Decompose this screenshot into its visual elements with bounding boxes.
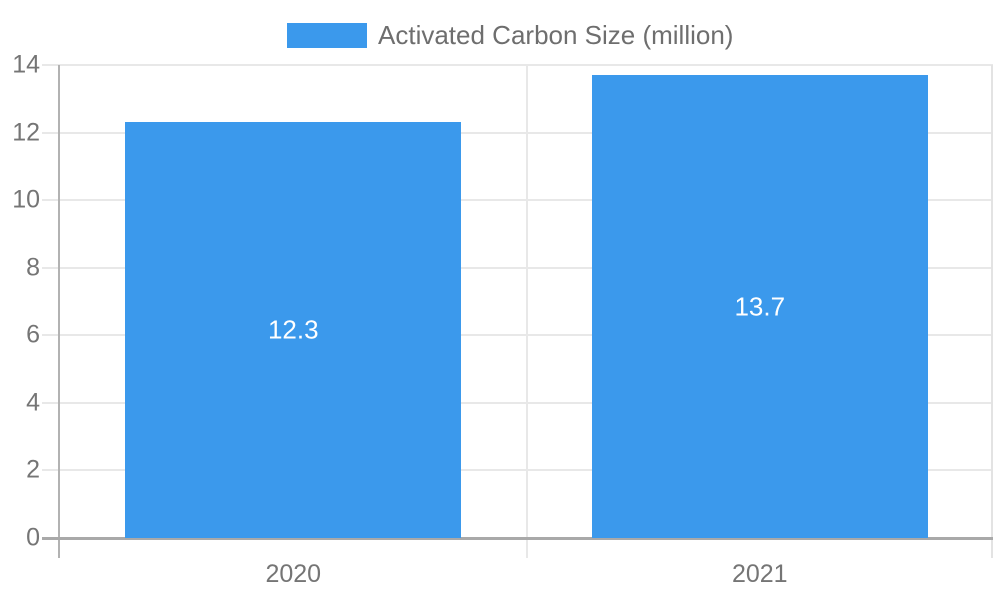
y-axis-label: 14	[12, 50, 40, 79]
y-axis-label: 0	[26, 523, 40, 552]
y-axis-label: 10	[12, 185, 40, 214]
bar[interactable]	[591, 75, 928, 538]
y-axis-label: 12	[12, 118, 40, 147]
x-axis-baseline	[42, 537, 993, 540]
gridline	[42, 334, 993, 337]
category-separator	[525, 65, 528, 558]
x-axis-label: 2021	[731, 560, 788, 588]
x-axis-label: 2020	[265, 560, 322, 588]
plot-right-border	[991, 65, 993, 558]
gridline	[42, 199, 993, 202]
bar[interactable]	[125, 122, 462, 538]
legend-swatch	[287, 23, 367, 48]
legend-label: Activated Carbon Size (million)	[378, 20, 734, 50]
gridline	[42, 266, 993, 269]
bar-value-label: 13.7	[734, 291, 786, 322]
gridline	[42, 469, 993, 472]
y-axis-label: 8	[26, 253, 40, 282]
y-axis-label: 2	[26, 455, 40, 484]
gridline	[42, 401, 993, 404]
gridline	[42, 131, 993, 134]
y-axis-label: 6	[26, 320, 40, 349]
gridline	[42, 64, 993, 66]
bar-value-label: 12.3	[267, 314, 319, 345]
legend: Activated Carbon Size (million)	[287, 20, 733, 51]
y-axis-line	[58, 65, 60, 558]
y-axis-label: 4	[26, 388, 40, 417]
